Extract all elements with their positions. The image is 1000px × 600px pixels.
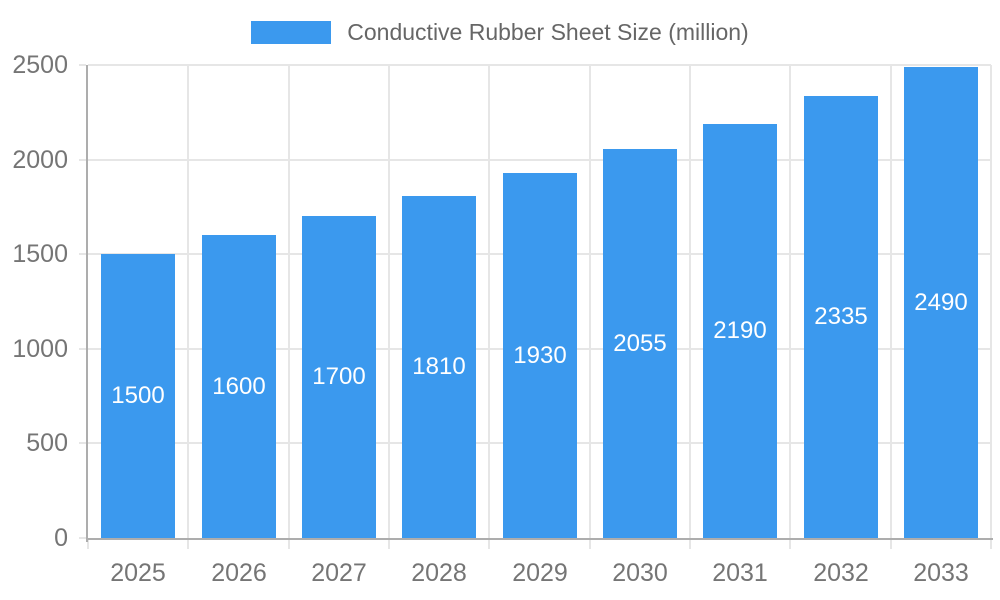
- bar-value-label: 1810: [412, 353, 466, 380]
- legend-label: Conductive Rubber Sheet Size (million): [347, 19, 749, 45]
- chart-legend[interactable]: Conductive Rubber Sheet Size (million): [0, 18, 1000, 46]
- x-gridline: [990, 65, 992, 538]
- y-axis-tick: [79, 64, 86, 66]
- x-axis-tick-label: 2026: [211, 559, 267, 587]
- x-axis-tick: [990, 540, 992, 549]
- bar-value-label: 1700: [312, 363, 366, 390]
- bar[interactable]: 1600: [202, 235, 276, 538]
- x-axis-tick-label: 2027: [311, 559, 367, 587]
- x-axis-tick-label: 2025: [110, 559, 166, 587]
- y-axis-tick: [79, 537, 86, 539]
- bar-value-label: 1930: [513, 341, 567, 369]
- x-axis-tick-label: 2030: [612, 559, 668, 587]
- bar-value-label: 2190: [713, 317, 767, 344]
- x-axis-tick: [388, 540, 390, 549]
- x-axis-tick: [689, 540, 691, 549]
- x-axis-tick: [87, 540, 89, 549]
- bar-value-label: 2490: [914, 288, 968, 316]
- bar-value-label: 1500: [111, 382, 165, 409]
- x-axis-tick: [890, 540, 892, 549]
- bar[interactable]: 1930: [503, 173, 577, 538]
- bar[interactable]: 1810: [402, 196, 476, 538]
- y-axis-tick-label: 0: [54, 524, 68, 552]
- y-axis-tick: [79, 348, 86, 350]
- y-axis-tick: [79, 159, 86, 161]
- x-axis-tick: [187, 540, 189, 549]
- y-axis-tick: [79, 442, 86, 444]
- bar[interactable]: 2490: [904, 67, 978, 538]
- x-axis-tick: [288, 540, 290, 549]
- x-axis-tick: [789, 540, 791, 549]
- x-axis-tick: [488, 540, 490, 549]
- y-axis-tick-label: 2000: [12, 146, 68, 174]
- y-axis-tick-label: 2500: [12, 51, 68, 79]
- x-gridline: [589, 65, 591, 538]
- x-axis-line: [86, 538, 993, 540]
- bar-value-label: 2055: [613, 329, 667, 357]
- y-gridline: [88, 64, 991, 66]
- bar[interactable]: 2055: [603, 149, 677, 538]
- bar[interactable]: 2335: [804, 96, 878, 538]
- bar-value-label: 1600: [212, 372, 266, 400]
- y-axis-tick-label: 1500: [12, 240, 68, 268]
- legend-swatch: [251, 20, 332, 44]
- x-axis-tick-label: 2031: [712, 559, 768, 587]
- x-axis-tick-label: 2029: [512, 559, 568, 587]
- x-gridline: [689, 65, 691, 538]
- x-gridline: [488, 65, 490, 538]
- x-gridline: [388, 65, 390, 538]
- bar-value-label: 2335: [814, 303, 868, 330]
- y-axis-tick-label: 1000: [12, 335, 68, 363]
- x-axis-tick-label: 2028: [411, 559, 467, 587]
- bar[interactable]: 1700: [302, 216, 376, 538]
- x-axis-tick-label: 2033: [913, 559, 969, 587]
- y-axis-line: [86, 65, 88, 542]
- y-gridline: [88, 159, 991, 161]
- x-axis-tick-label: 2032: [813, 559, 869, 587]
- x-gridline: [789, 65, 791, 538]
- y-axis-tick: [79, 253, 86, 255]
- y-axis-tick-label: 500: [26, 429, 68, 457]
- x-axis-tick: [589, 540, 591, 549]
- x-gridline: [288, 65, 290, 538]
- x-gridline: [187, 65, 189, 538]
- bar[interactable]: 1500: [101, 254, 175, 538]
- x-gridline: [890, 65, 892, 538]
- bar[interactable]: 2190: [703, 124, 777, 538]
